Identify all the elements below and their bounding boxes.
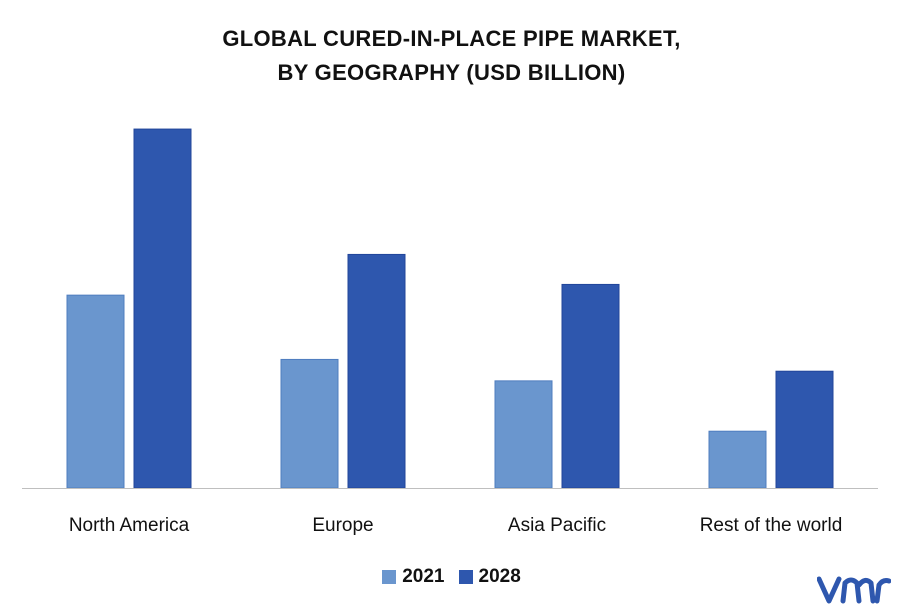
bar-2021-europe: [280, 358, 339, 489]
x-tick-label: Asia Pacific: [508, 515, 606, 536]
bar-2021-north-america: [66, 294, 125, 489]
bar-2028-asia-pacific: [561, 283, 620, 489]
legend-label-2021: 2021: [402, 566, 445, 587]
bar-2028-north-america: [133, 128, 192, 489]
x-tick-label: Rest of the world: [700, 515, 843, 536]
legend-item-2028[interactable]: 2028: [458, 566, 521, 588]
bar-2021-asia-pacific: [494, 380, 553, 489]
bar-2028-europe: [347, 253, 406, 489]
chart-title-line-2: BY GEOGRAPHY (USD BILLION): [277, 60, 626, 85]
chart-title-line-1: GLOBAL CURED-IN-PLACE PIPE MARKET,: [222, 26, 681, 51]
legend-swatch-2021: [382, 570, 397, 584]
legend-swatch-2028: [458, 570, 473, 584]
legend: 2021 2028: [0, 566, 903, 588]
chart-title: GLOBAL CURED-IN-PLACE PIPE MARKET, BY GE…: [0, 22, 903, 90]
bar-2021-rest-of-the-world: [708, 430, 767, 489]
bar-2028-rest-of-the-world: [775, 370, 834, 489]
x-tick-label: North America: [69, 515, 190, 536]
vmr-logo-icon: [817, 576, 891, 604]
legend-item-2021[interactable]: 2021: [382, 566, 445, 588]
x-tick-label: Europe: [312, 515, 373, 536]
legend-label-2028: 2028: [478, 566, 521, 587]
